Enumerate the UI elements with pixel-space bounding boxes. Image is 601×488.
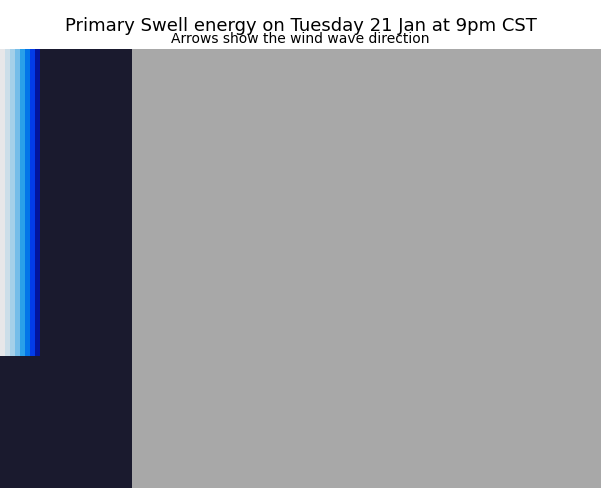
Bar — [0, 49, 5, 356]
Bar — [0, 49, 132, 488]
Bar — [25, 49, 30, 356]
Bar — [35, 49, 40, 356]
Bar — [5, 49, 10, 356]
Text: Arrows show the wind wave direction: Arrows show the wind wave direction — [171, 32, 430, 46]
Bar — [30, 49, 35, 356]
Bar — [20, 49, 25, 356]
Text: Primary Swell energy on Tuesday 21 Jan at 9pm CST: Primary Swell energy on Tuesday 21 Jan a… — [64, 17, 537, 35]
Bar — [15, 49, 20, 356]
Bar — [10, 49, 15, 356]
